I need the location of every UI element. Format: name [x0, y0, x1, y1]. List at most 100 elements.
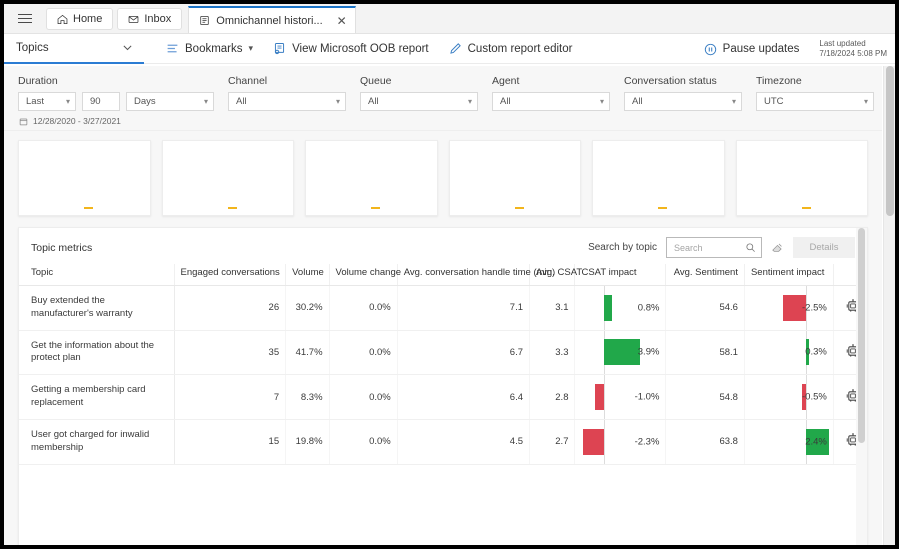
tab-label: Omnichannel histori...	[216, 14, 323, 27]
impact-bar	[806, 339, 810, 366]
cell-volume-change: 0.0%	[329, 330, 398, 376]
zero-axis	[806, 286, 808, 330]
kpi-card[interactable]	[161, 140, 294, 216]
table-row[interactable]: Get the information about the protect pl…	[19, 330, 867, 376]
kpi-card[interactable]	[735, 140, 868, 216]
pause-updates-button[interactable]: Pause updates	[694, 34, 810, 64]
bookmarks-button[interactable]: Bookmarks ▾	[156, 34, 263, 64]
eraser-icon[interactable]	[771, 241, 784, 254]
timezone-value: UTC	[764, 96, 784, 107]
cell-topic: Getting a membership card replacement	[19, 374, 175, 420]
pencil-icon	[449, 42, 462, 55]
cell-engaged-conversations: 35	[174, 330, 287, 376]
queue-value: All	[368, 96, 379, 107]
trend-flat-icon	[658, 207, 668, 209]
table-row[interactable]: Buy extended the manufacturer's warranty…	[19, 285, 867, 331]
bookmarks-icon	[166, 42, 179, 55]
conversation-status-select[interactable]: All ▾	[624, 92, 742, 111]
search-by-topic-label: Search by topic	[588, 242, 657, 253]
search-input-wrapper[interactable]	[666, 237, 762, 258]
nav-home-label: Home	[73, 13, 103, 25]
impact-bar	[595, 384, 605, 411]
kpi-card-row	[4, 131, 882, 216]
col-engaged-conversations[interactable]: Engaged conversations	[174, 264, 287, 286]
bookmarks-label: Bookmarks	[185, 42, 243, 55]
agent-value: All	[500, 96, 511, 107]
duration-range: 12/28/2020 - 3/27/2021	[18, 116, 214, 126]
cell-topic: Buy extended the manufacturer's warranty	[19, 285, 175, 331]
panel-scrollbar-thumb[interactable]	[858, 228, 865, 443]
queue-select[interactable]: All ▾	[360, 92, 478, 111]
impact-label: -2.5%	[802, 302, 827, 314]
hamburger-icon[interactable]	[8, 4, 42, 33]
page-scrollbar-thumb[interactable]	[886, 66, 894, 216]
col-sentiment-impact[interactable]: Sentiment impact	[744, 264, 834, 286]
filter-channel: Channel All ▾	[228, 75, 346, 126]
last-updated-value: 7/18/2024 5:08 PM	[819, 49, 887, 58]
pause-updates-label: Pause updates	[722, 43, 800, 55]
kpi-value	[460, 149, 571, 207]
last-updated-label: Last updated	[819, 39, 866, 48]
col-volume-change[interactable]: Volume change	[329, 264, 401, 286]
table-header-row: Topic Engaged conversations Volume Volum…	[19, 264, 867, 286]
kpi-card[interactable]	[18, 140, 151, 216]
cell-csat-impact: -2.3%	[574, 419, 667, 465]
col-volume[interactable]: Volume	[285, 264, 330, 286]
agent-select[interactable]: All ▾	[492, 92, 610, 111]
kpi-card[interactable]	[448, 140, 581, 216]
kpi-footer	[460, 207, 571, 209]
kpi-footer	[29, 207, 140, 209]
impact-label: 0.8%	[637, 302, 660, 314]
tab-omnichannel-historical[interactable]: Omnichannel histori... ✕	[188, 6, 356, 33]
nav-home-button[interactable]: Home	[46, 8, 114, 30]
col-avg-handle-time[interactable]: Avg. conversation handle time (min)	[397, 264, 555, 286]
duration-unit-select[interactable]: Days ▾	[126, 92, 214, 111]
kpi-card[interactable]	[305, 140, 438, 216]
pause-circle-icon	[704, 43, 717, 56]
custom-report-editor-button[interactable]: Custom report editor	[439, 34, 583, 64]
col-avg-csat[interactable]: Avg. CSAT	[529, 264, 582, 286]
cell-topic: Get the information about the protect pl…	[19, 330, 175, 376]
command-bar: Topics Bookmarks ▾ View Microsoft OOB re…	[4, 34, 895, 64]
trend-flat-icon	[227, 207, 237, 209]
details-button[interactable]: Details	[793, 237, 855, 258]
cell-avg-handle-time: 7.1	[397, 285, 531, 331]
cell-topic: User got charged for inwalid membership	[19, 419, 175, 465]
cell-avg-sentiment: 54.6	[665, 285, 745, 331]
inbox-icon	[128, 14, 139, 25]
cell-csat-impact: 0.8%	[574, 285, 667, 331]
col-topic[interactable]: Topic	[19, 264, 175, 286]
col-avg-sentiment[interactable]: Avg. Sentiment	[665, 264, 745, 286]
custom-report-editor-label: Custom report editor	[467, 42, 573, 55]
cell-volume: 30.2%	[285, 285, 330, 331]
page-scrollbar[interactable]	[883, 66, 895, 545]
browser-tab-strip: Home Inbox Omnichannel histori... ✕	[4, 4, 895, 34]
timezone-select[interactable]: UTC ▾	[756, 92, 874, 111]
duration-amount-input[interactable]: 90	[82, 92, 120, 111]
filter-channel-label: Channel	[228, 75, 268, 87]
channel-select[interactable]: All ▾	[228, 92, 346, 111]
panel-scrollbar[interactable]	[856, 228, 867, 545]
duration-unit-value: Days	[134, 96, 156, 107]
duration-mode-value: Last	[26, 96, 44, 107]
nav-inbox-button[interactable]: Inbox	[117, 8, 183, 30]
last-updated: Last updated 7/18/2024 5:08 PM	[819, 39, 887, 59]
table-row[interactable]: User got charged for inwalid membership 1…	[19, 419, 867, 465]
trend-flat-icon	[84, 207, 94, 209]
kpi-footer	[173, 207, 284, 209]
close-icon[interactable]: ✕	[336, 13, 347, 28]
zero-axis	[604, 375, 606, 419]
kpi-card[interactable]	[592, 140, 725, 216]
search-input[interactable]	[674, 242, 745, 253]
cell-engaged-conversations: 15	[174, 419, 287, 465]
cell-sentiment-impact: 0.3%	[744, 330, 834, 376]
table-row[interactable]: Getting a membership card replacement 7 8.…	[19, 374, 867, 420]
col-csat-impact[interactable]: CSAT impact	[574, 264, 667, 286]
topic-metrics-title: Topic metrics	[31, 241, 93, 254]
impact-label: 0.3%	[805, 346, 827, 358]
view-oob-report-button[interactable]: View Microsoft OOB report	[263, 34, 439, 64]
topics-dropdown[interactable]: Topics	[4, 34, 144, 64]
duration-mode-select[interactable]: Last ▾	[18, 92, 76, 111]
search-icon[interactable]	[745, 242, 756, 253]
kpi-value	[747, 149, 858, 207]
